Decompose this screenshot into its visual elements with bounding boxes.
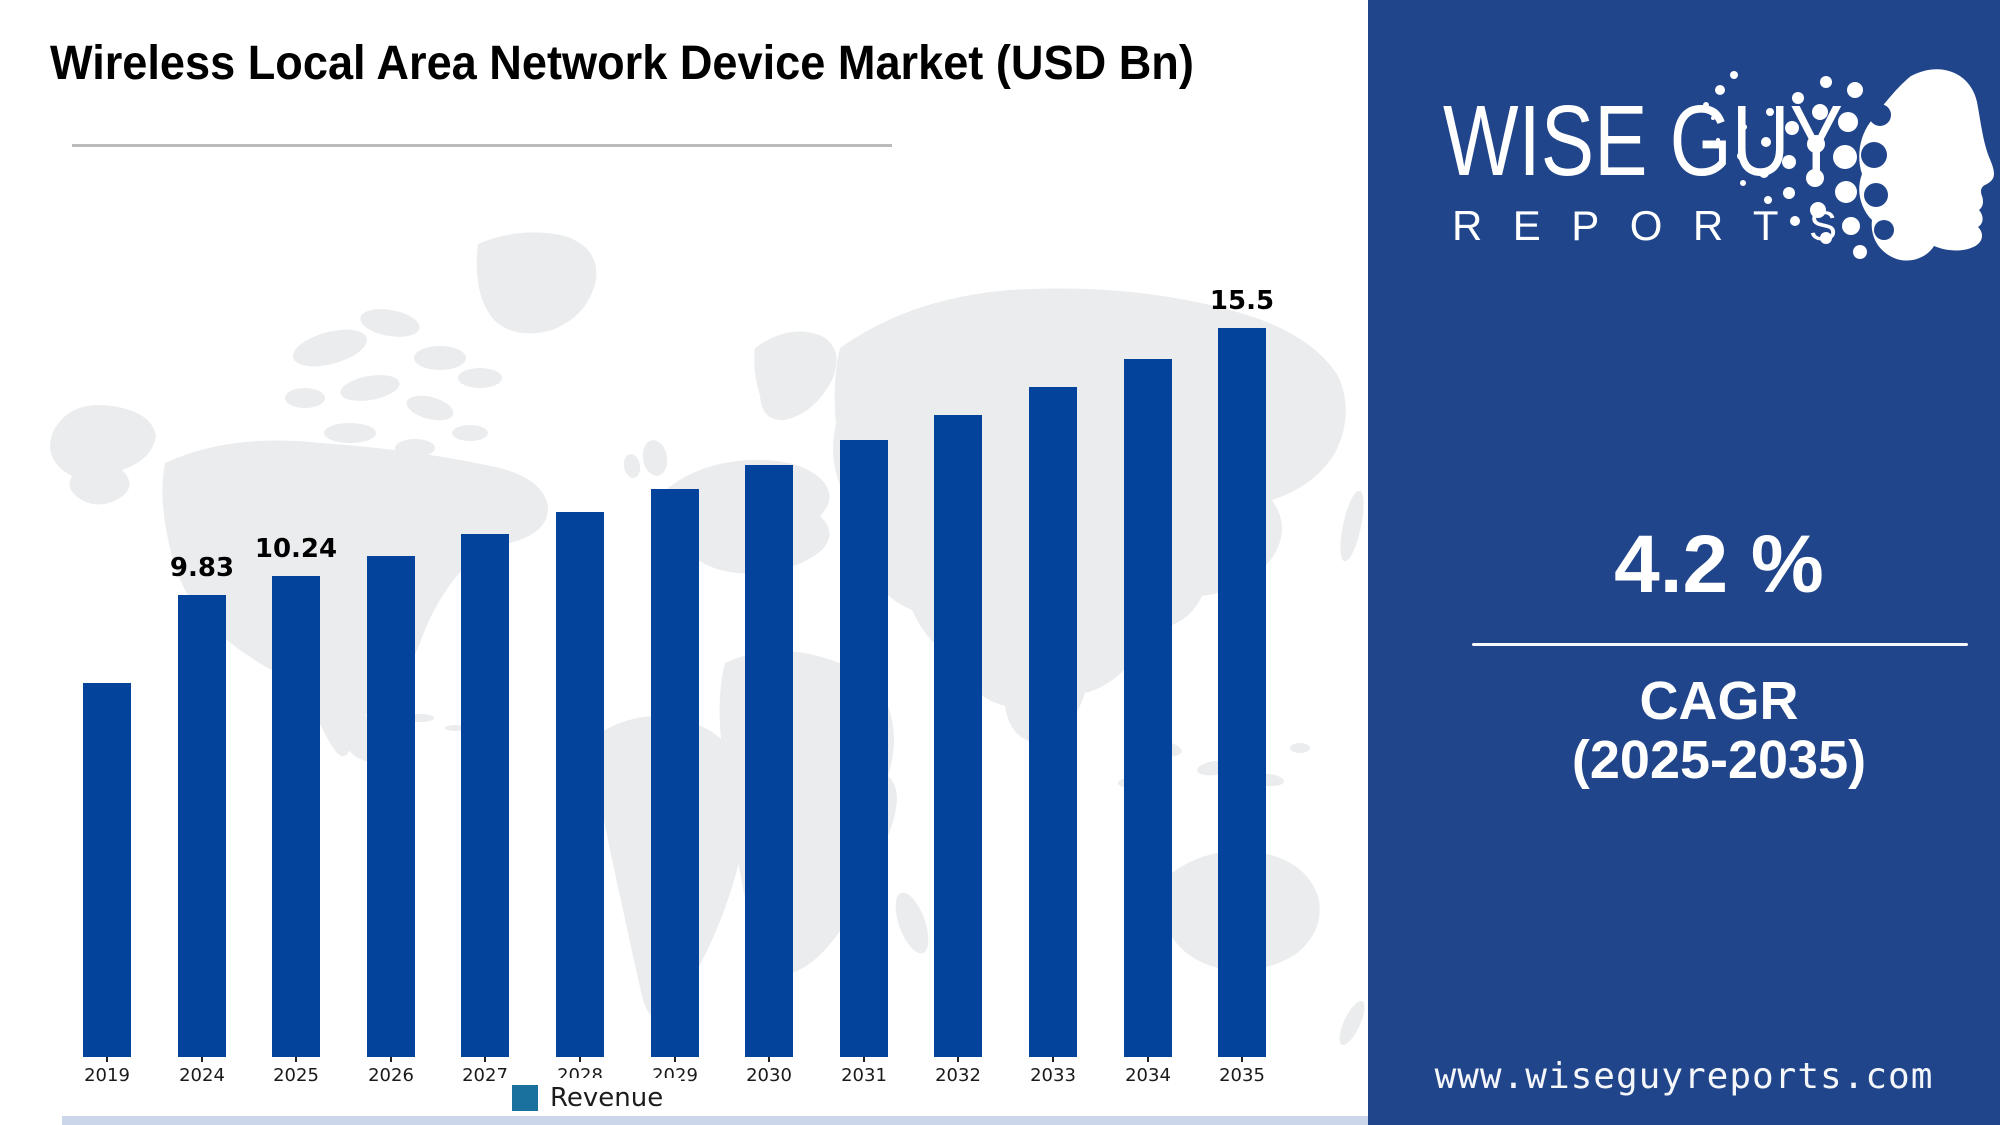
x-tick-label: 2035 (1219, 1065, 1265, 1086)
bar (178, 595, 226, 1057)
x-tick (201, 1057, 203, 1062)
logo-subtitle: REPORTS (1452, 202, 1837, 249)
x-tick-label: 2019 (84, 1065, 130, 1086)
x-tick-label: 2031 (841, 1065, 887, 1086)
x-tick (1147, 1057, 1149, 1062)
wiseguy-logo: WISE GUY REPORTS (1443, 69, 1994, 261)
x-tick (1241, 1057, 1243, 1062)
website-url: www.wiseguyreports.com (1434, 1056, 1934, 1097)
legend: Revenue (498, 1078, 682, 1118)
x-tick (957, 1057, 959, 1062)
bar-plot: 2019 2024 9.83 2025 10.24 2026 2027 2028 2029 203… (83, 286, 1275, 1086)
x-tick (768, 1057, 770, 1062)
cagr-period: (2025-2035) (1571, 730, 1867, 791)
x-tick-label: 2026 (368, 1065, 414, 1086)
x-tick-label: 2032 (935, 1065, 981, 1086)
bar-value-label: 15.5 (1209, 286, 1275, 316)
bar (461, 534, 509, 1057)
bar (1124, 359, 1172, 1057)
x-tick-label: 2030 (746, 1065, 792, 1086)
x-tick-label: 2025 (273, 1065, 319, 1086)
chart-title: Wireless Local Area Network Device Marke… (50, 37, 1194, 90)
logo-wordmark: WISE GUY (1443, 85, 1843, 197)
x-tick-label: 2033 (1030, 1065, 1076, 1086)
x-tick (295, 1057, 297, 1062)
x-tick (674, 1057, 676, 1062)
x-tick-label: 2034 (1125, 1065, 1171, 1086)
brand-panel: WISE GUY REPORTS (1368, 0, 2000, 1125)
x-tick (1052, 1057, 1054, 1062)
bar (1218, 328, 1266, 1057)
x-tick (579, 1057, 581, 1062)
bar (745, 465, 793, 1057)
legend-label: Revenue (550, 1083, 664, 1113)
bar-value-label: 10.24 (254, 534, 338, 564)
chart-panel: Wireless Local Area Network Device Marke… (50, 37, 1368, 1125)
bar (272, 576, 320, 1057)
x-tick-label: 2024 (179, 1065, 225, 1086)
bar (556, 512, 604, 1057)
cagr-label: CAGR (2025-2035) (1438, 671, 2000, 791)
x-tick (390, 1057, 392, 1062)
bottom-strip (62, 1116, 1368, 1125)
x-tick (863, 1057, 865, 1062)
bar (651, 489, 699, 1057)
head-dots-icon (1703, 69, 1994, 261)
cagr-label-text: CAGR (1639, 671, 1799, 731)
bar (1029, 387, 1077, 1057)
legend-color-swatch (512, 1085, 538, 1111)
cagr-divider (1472, 643, 1968, 646)
x-tick (106, 1057, 108, 1062)
cagr-value: 4.2 % (1614, 519, 1824, 610)
bar (83, 683, 131, 1057)
bar (934, 415, 982, 1057)
title-divider (72, 144, 892, 147)
bar-value-label: 9.83 (169, 553, 235, 583)
bar (840, 440, 888, 1057)
x-tick (484, 1057, 486, 1062)
x-tick-label: 2027 (462, 1065, 508, 1086)
bar (367, 556, 415, 1057)
